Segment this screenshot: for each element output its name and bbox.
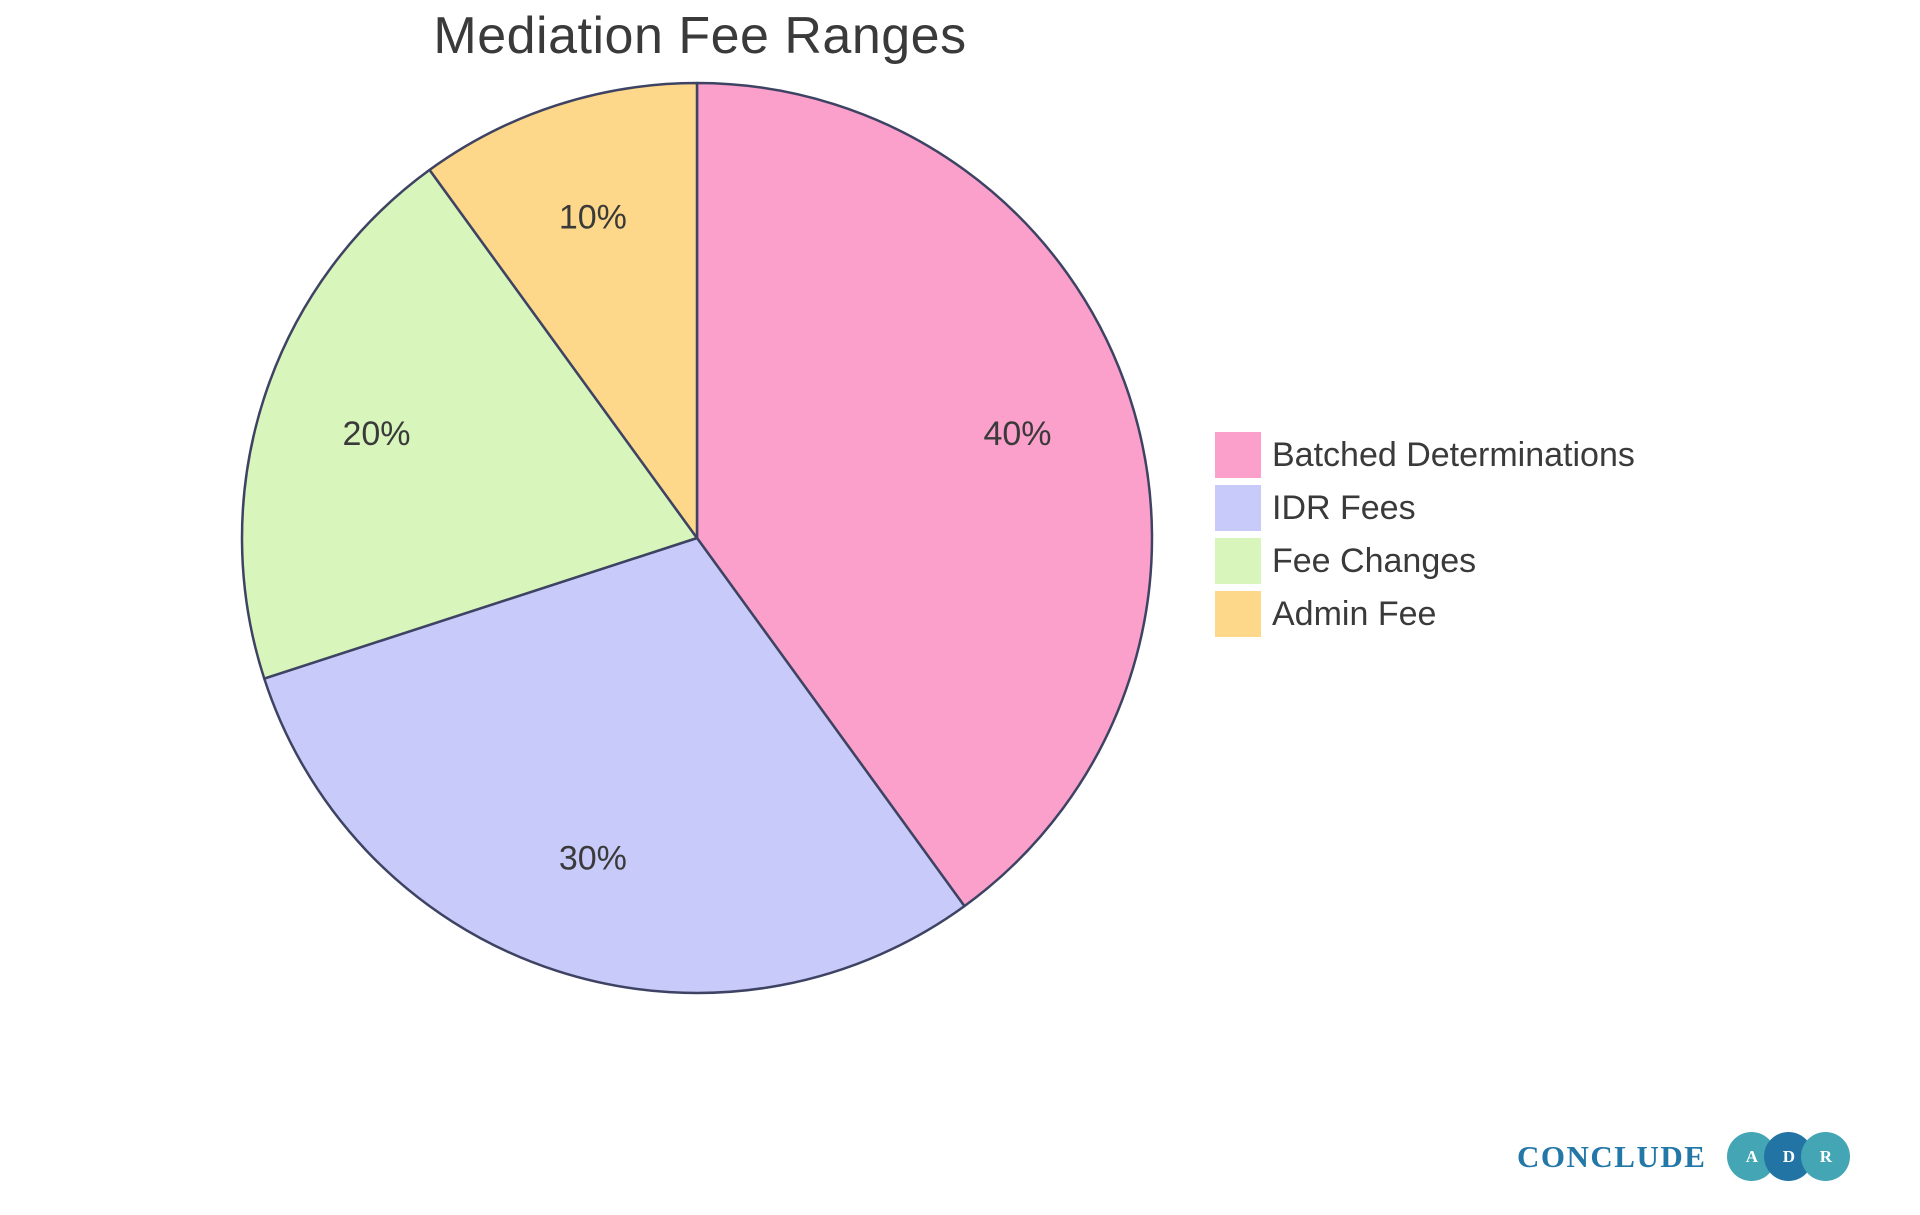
brand-wordmark: CONCLUDE bbox=[1517, 1139, 1707, 1174]
slice-percent-label-admin-fee: 10% bbox=[559, 198, 627, 236]
slice-percent-label-batched-determinations: 40% bbox=[983, 415, 1051, 453]
slice-percent-label-idr-fees: 30% bbox=[559, 840, 627, 878]
pie-slice-fee-changes bbox=[240, 168, 699, 680]
pie-slice-idr-fees bbox=[263, 536, 966, 995]
legend-swatch-idr-fees bbox=[1215, 485, 1261, 531]
brand-badge-group: A D R bbox=[1727, 1132, 1851, 1182]
legend-swatch-fee-changes bbox=[1215, 538, 1261, 584]
legend-label: Admin Fee bbox=[1272, 594, 1437, 633]
legend-label: Batched Determinations bbox=[1272, 435, 1635, 474]
slice-percent-label-fee-changes: 20% bbox=[342, 415, 410, 453]
legend: Batched Determinations IDR Fees Fee Chan… bbox=[1215, 432, 1635, 637]
legend-label: IDR Fees bbox=[1272, 488, 1416, 527]
pie-chart: 40% 30% 20% 10% bbox=[240, 81, 1154, 995]
legend-item-fee-changes: Fee Changes bbox=[1215, 538, 1635, 584]
brand-logo: CONCLUDE A D R bbox=[1517, 1132, 1851, 1182]
legend-item-admin-fee: Admin Fee bbox=[1215, 591, 1635, 637]
pie-slice-admin-fee bbox=[428, 81, 699, 540]
pie-slice-batched-determinations bbox=[695, 81, 1154, 908]
brand-badge-r: R bbox=[1801, 1132, 1851, 1181]
legend-swatch-batched-determinations bbox=[1215, 432, 1261, 478]
legend-label: Fee Changes bbox=[1272, 541, 1477, 580]
legend-item-idr-fees: IDR Fees bbox=[1215, 485, 1635, 531]
legend-swatch-admin-fee bbox=[1215, 591, 1261, 637]
legend-item-batched-determinations: Batched Determinations bbox=[1215, 432, 1635, 478]
chart-title: Mediation Fee Ranges bbox=[433, 7, 967, 65]
